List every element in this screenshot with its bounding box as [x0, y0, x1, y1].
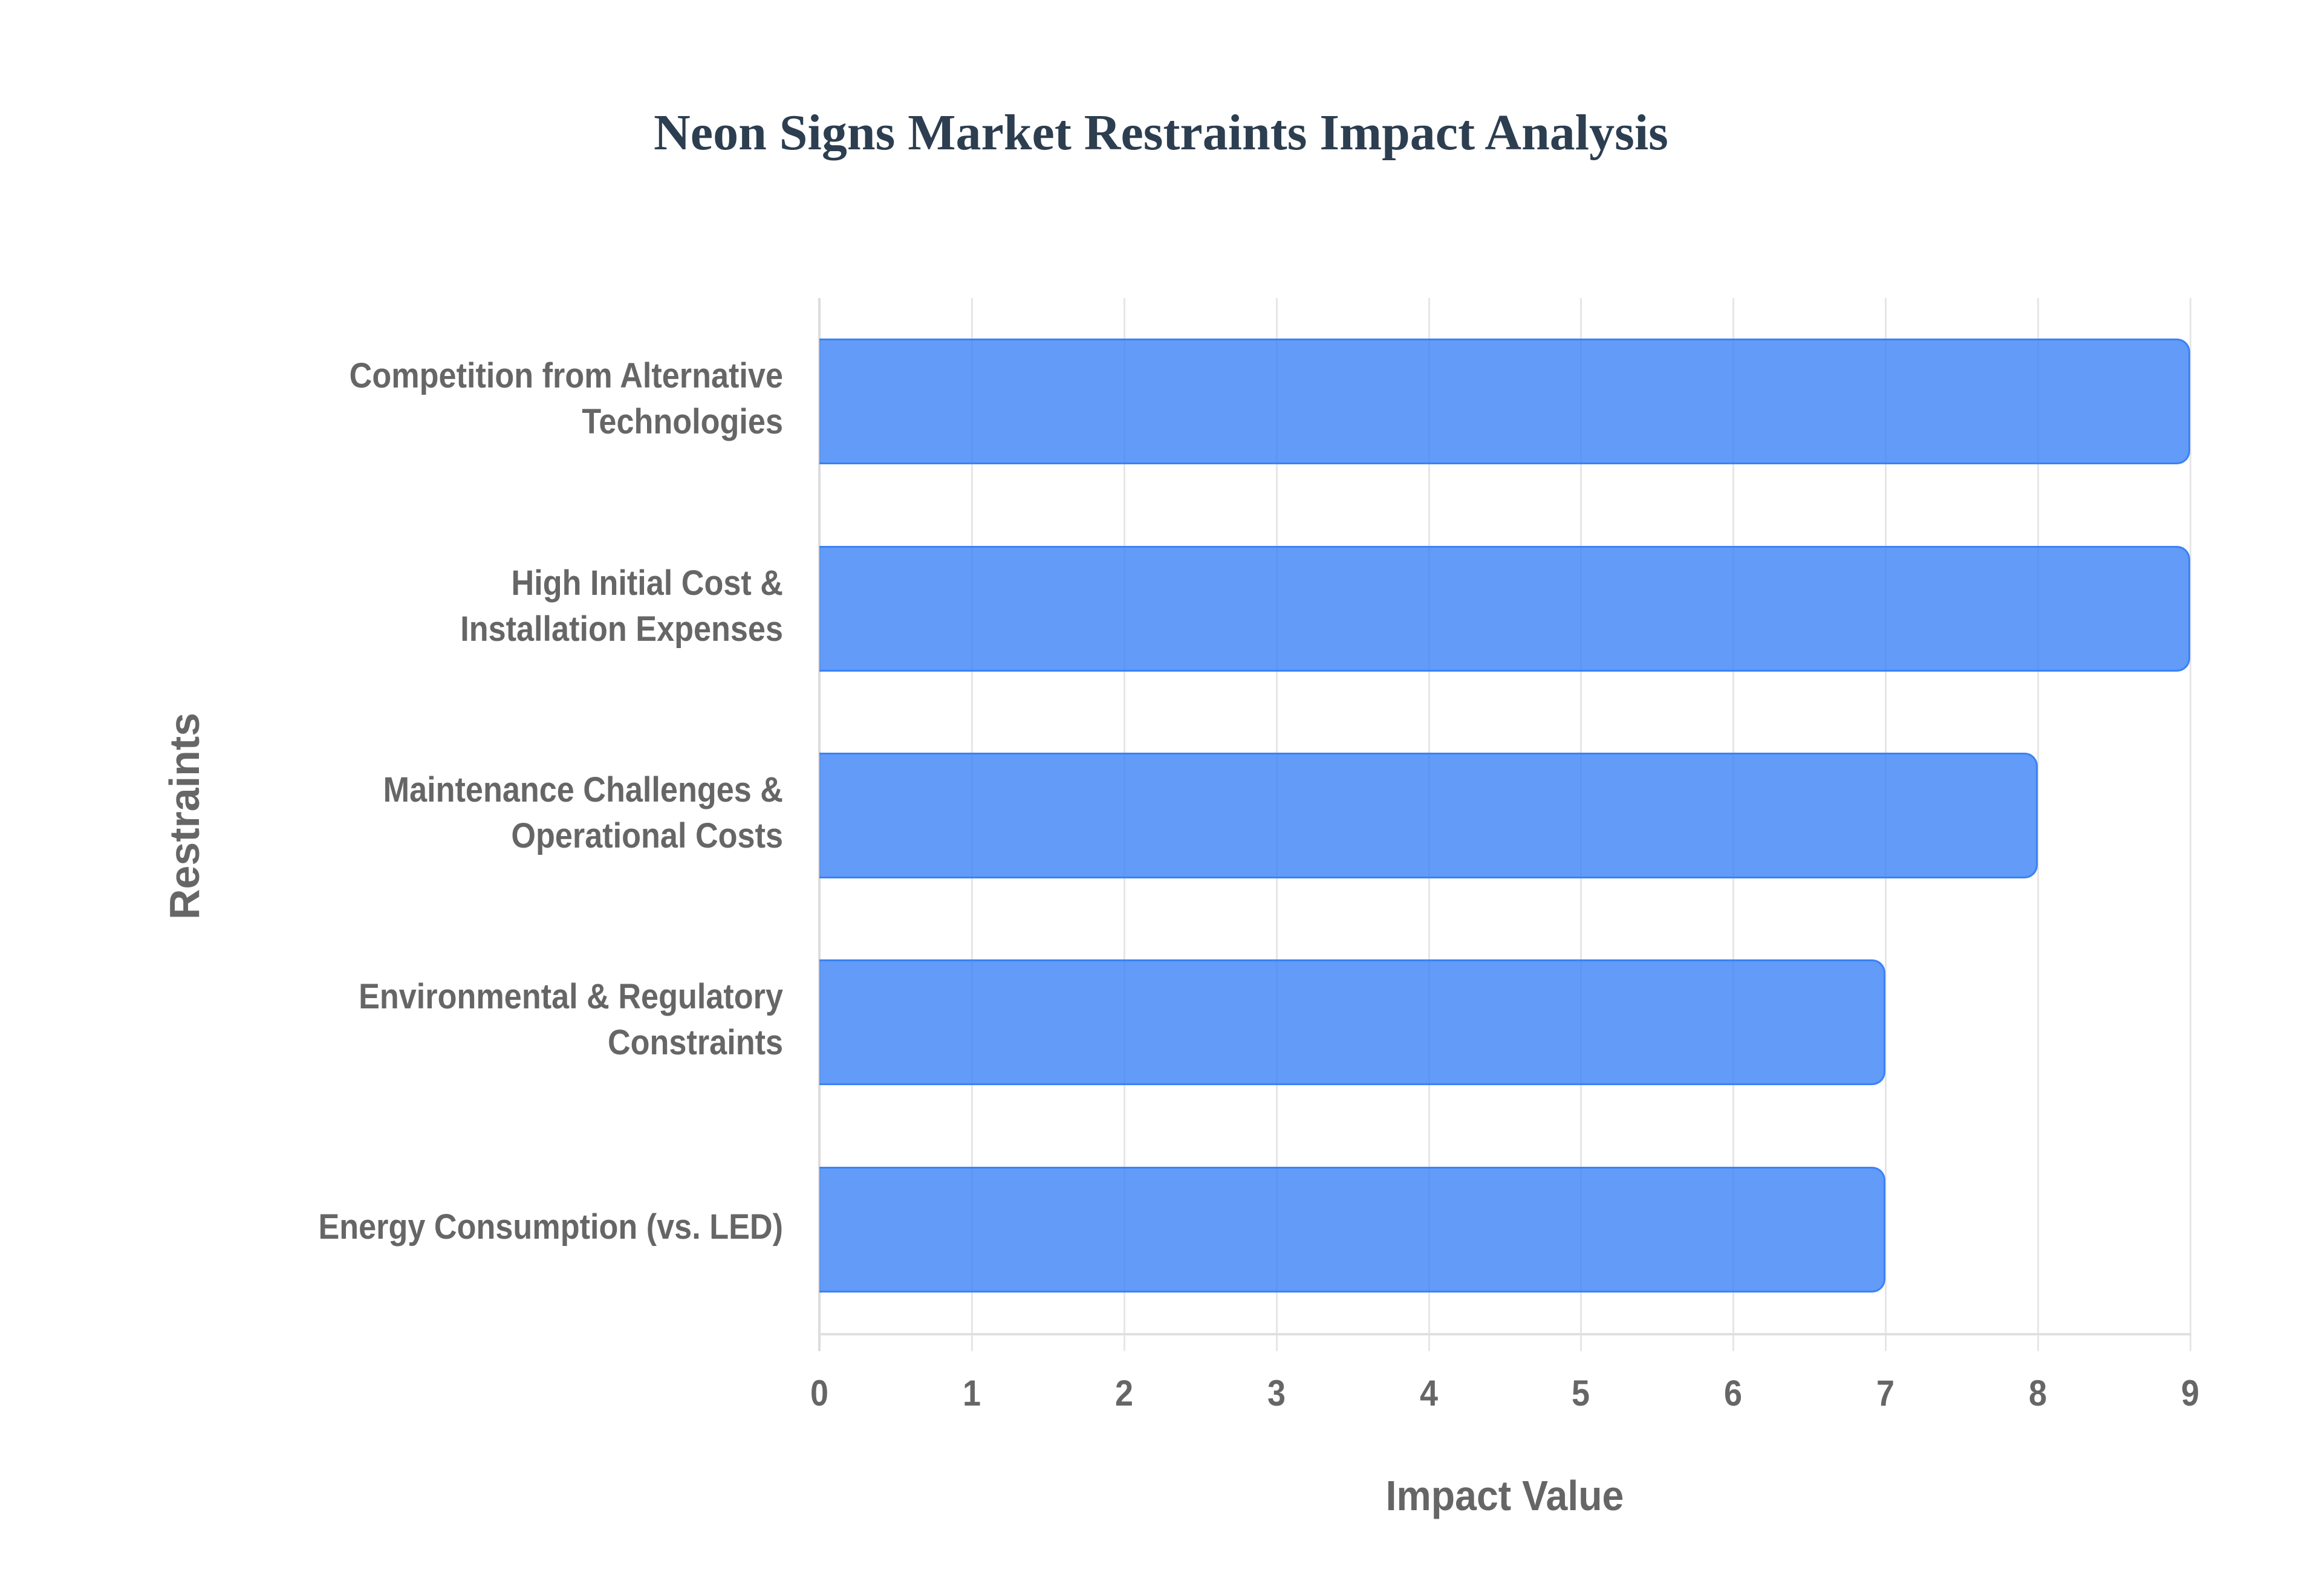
bar[interactable]	[819, 545, 2190, 672]
chart-title: Neon Signs Market Restraints Impact Anal…	[654, 105, 1668, 161]
bar[interactable]	[819, 959, 1886, 1086]
x-axis-title: Impact Value	[1385, 1472, 1624, 1519]
gridline	[2190, 298, 2191, 1351]
bar[interactable]	[819, 339, 2190, 465]
category-label: High Initial Cost & Installation Expense…	[460, 563, 783, 649]
category-label: Energy Consumption (vs. LED)	[318, 1207, 783, 1247]
category-label: Competition from Alternative Technologie…	[349, 356, 783, 442]
x-tick-label: 7	[1876, 1373, 1895, 1413]
category-label: Environmental & Regulatory Constraints	[359, 977, 783, 1063]
gridline	[2037, 298, 2040, 1351]
bar[interactable]	[819, 1166, 1886, 1293]
x-tick-label: 0	[810, 1373, 829, 1413]
x-tick-label: 5	[1572, 1373, 1590, 1413]
x-tick-label: 2	[1114, 1373, 1133, 1413]
bar[interactable]	[819, 753, 2038, 878]
y-axis-title: Restraints	[161, 712, 208, 920]
category-label: Maintenance Challenges & Operational Cos…	[383, 770, 783, 855]
plot-area	[818, 298, 2191, 1351]
x-tick-label: 9	[2181, 1373, 2200, 1413]
x-tick-label: 6	[1724, 1373, 1743, 1413]
x-axis-line	[819, 1333, 2191, 1335]
x-tick-label: 3	[1267, 1373, 1286, 1413]
x-tick-label: 8	[2029, 1373, 2047, 1413]
x-tick-label: 1	[962, 1373, 981, 1413]
x-tick-label: 4	[1419, 1373, 1438, 1413]
